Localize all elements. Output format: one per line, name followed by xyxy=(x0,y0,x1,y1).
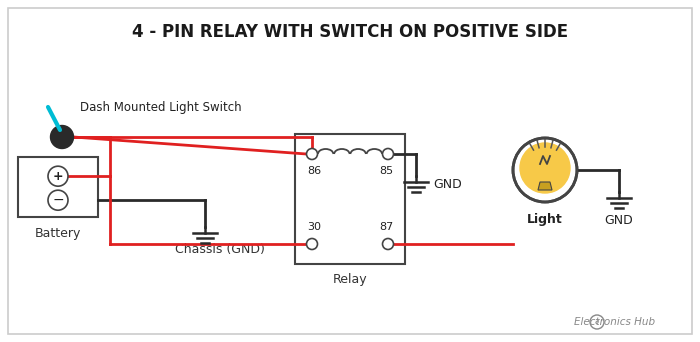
Polygon shape xyxy=(538,182,552,190)
Text: Light: Light xyxy=(527,213,563,226)
Text: 86: 86 xyxy=(307,166,321,176)
Bar xyxy=(18,157,98,217)
Text: Relay: Relay xyxy=(332,273,368,286)
Text: +: + xyxy=(52,170,63,183)
Circle shape xyxy=(307,148,318,159)
Circle shape xyxy=(48,190,68,210)
Bar xyxy=(295,134,405,264)
Text: Battery: Battery xyxy=(35,226,81,239)
Circle shape xyxy=(307,238,318,250)
Circle shape xyxy=(382,238,393,250)
Text: Chassis (GND): Chassis (GND) xyxy=(175,242,265,255)
Text: 4 - PIN RELAY WITH SWITCH ON POSITIVE SIDE: 4 - PIN RELAY WITH SWITCH ON POSITIVE SI… xyxy=(132,23,568,41)
Circle shape xyxy=(50,126,74,148)
Text: GND: GND xyxy=(433,177,462,190)
Text: −: − xyxy=(52,193,64,207)
Circle shape xyxy=(513,138,577,202)
Text: Electronics Hub: Electronics Hub xyxy=(574,317,655,327)
Circle shape xyxy=(48,166,68,186)
Wedge shape xyxy=(520,143,570,193)
Text: 85: 85 xyxy=(379,166,393,176)
Text: 87: 87 xyxy=(379,222,393,232)
Text: ∂: ∂ xyxy=(595,317,599,327)
Circle shape xyxy=(382,148,393,159)
Text: 30: 30 xyxy=(307,222,321,232)
Text: GND: GND xyxy=(605,213,634,226)
Text: Dash Mounted Light Switch: Dash Mounted Light Switch xyxy=(80,101,242,114)
